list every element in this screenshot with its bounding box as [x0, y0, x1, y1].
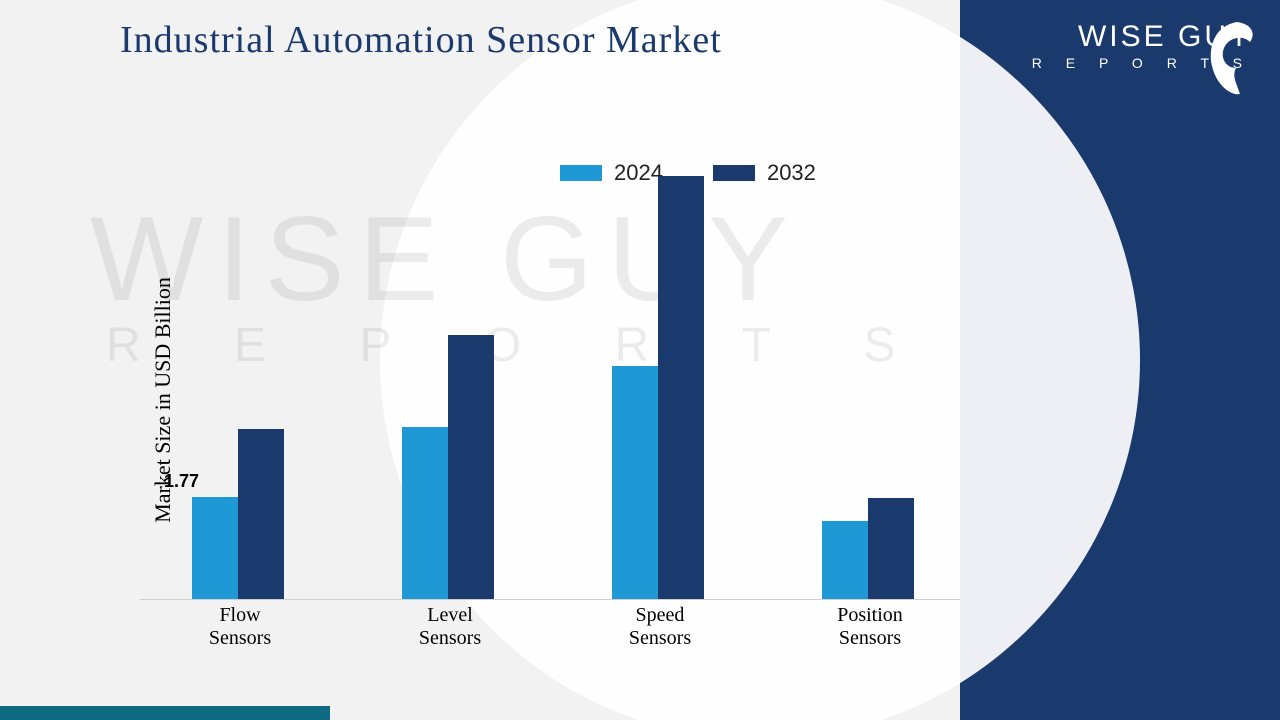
bar — [612, 366, 658, 599]
brand-logo: WISE GUY R E P O R T S — [1032, 22, 1252, 70]
brand-line2: R E P O R T S — [1032, 56, 1252, 70]
category-label: LevelSensors — [370, 604, 530, 650]
category-label: PositionSensors — [790, 604, 950, 650]
bar — [868, 498, 914, 599]
bar — [192, 497, 238, 599]
page-root: WISE GUY R E P O R T S Industrial Automa… — [0, 0, 1280, 720]
bar — [402, 427, 448, 600]
bar-chart: Market Size in USD Billion FlowSensorsLe… — [100, 140, 960, 660]
category-label: SpeedSensors — [580, 604, 740, 650]
plot-area: FlowSensorsLevelSensorsSpeedSensorsPosit… — [140, 140, 960, 600]
x-axis-line — [140, 599, 960, 600]
footer-accent-bar — [0, 706, 330, 720]
bar — [822, 521, 868, 599]
bar-value-label: 1.77 — [164, 471, 199, 492]
bar — [658, 176, 704, 599]
bar — [448, 335, 494, 600]
chart-title: Industrial Automation Sensor Market — [120, 18, 722, 62]
bar — [238, 429, 284, 599]
brand-line1: WISE GUY — [1032, 22, 1252, 52]
category-label: FlowSensors — [160, 604, 320, 650]
